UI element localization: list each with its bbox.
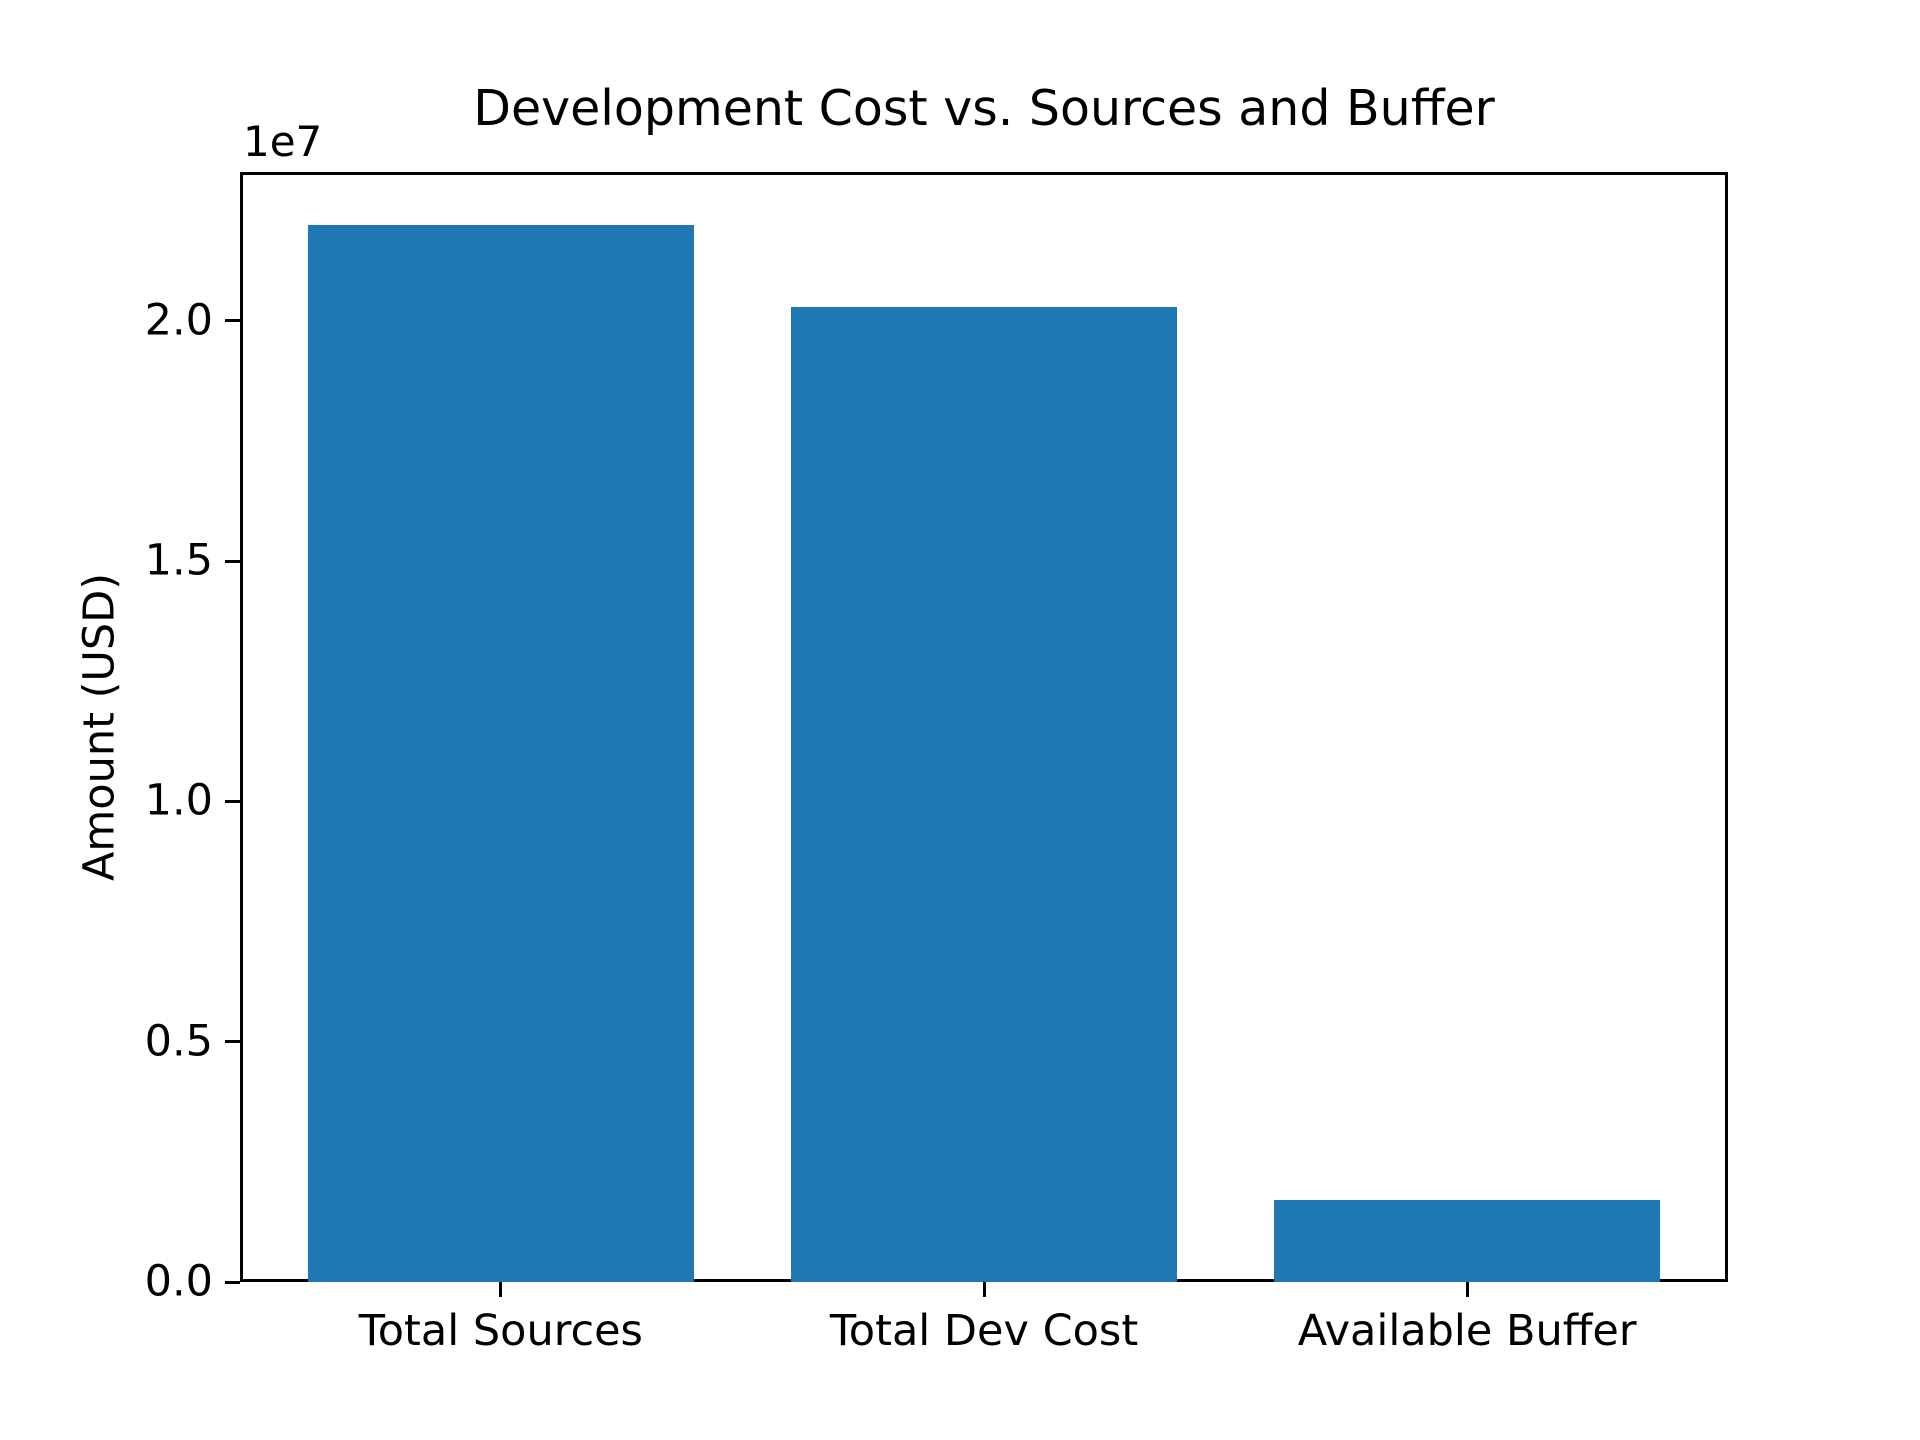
- y-tick-mark: [225, 559, 240, 563]
- y-tick-label: 1.5: [144, 535, 213, 586]
- bar-available-buffer: [1273, 1200, 1661, 1282]
- y-tick-mark: [225, 1040, 240, 1044]
- x-tick-mark: [499, 1282, 503, 1297]
- y-axis-label: Amount (USD): [74, 572, 125, 882]
- y-tick-label: 2.0: [144, 295, 213, 346]
- x-tick-label: Total Sources: [358, 1306, 643, 1356]
- plot-area: 0.0 0.5 1.0 1.5 2.0 Total Sources Total Dev C…: [145, 172, 1728, 1355]
- bar-total-dev-cost: [790, 306, 1178, 1282]
- y-tick-mark: [225, 799, 240, 803]
- y-axis-offset-label: 1e7: [243, 117, 323, 166]
- x-tick-label: Available Buffer: [1297, 1306, 1637, 1356]
- x-tick-mark: [1465, 1282, 1469, 1297]
- x-tick-mark: [982, 1282, 986, 1297]
- y-tick-label: 0.0: [144, 1256, 213, 1307]
- y-tick-mark: [225, 1280, 240, 1284]
- x-tick-label: Total Dev Cost: [829, 1306, 1139, 1356]
- y-tick-label: 1.0: [144, 775, 213, 826]
- bar-total-sources: [307, 224, 695, 1282]
- y-tick-mark: [225, 319, 240, 323]
- y-tick-label: 0.5: [144, 1016, 213, 1067]
- chart-title: Development Cost vs. Sources and Buffer: [473, 80, 1495, 137]
